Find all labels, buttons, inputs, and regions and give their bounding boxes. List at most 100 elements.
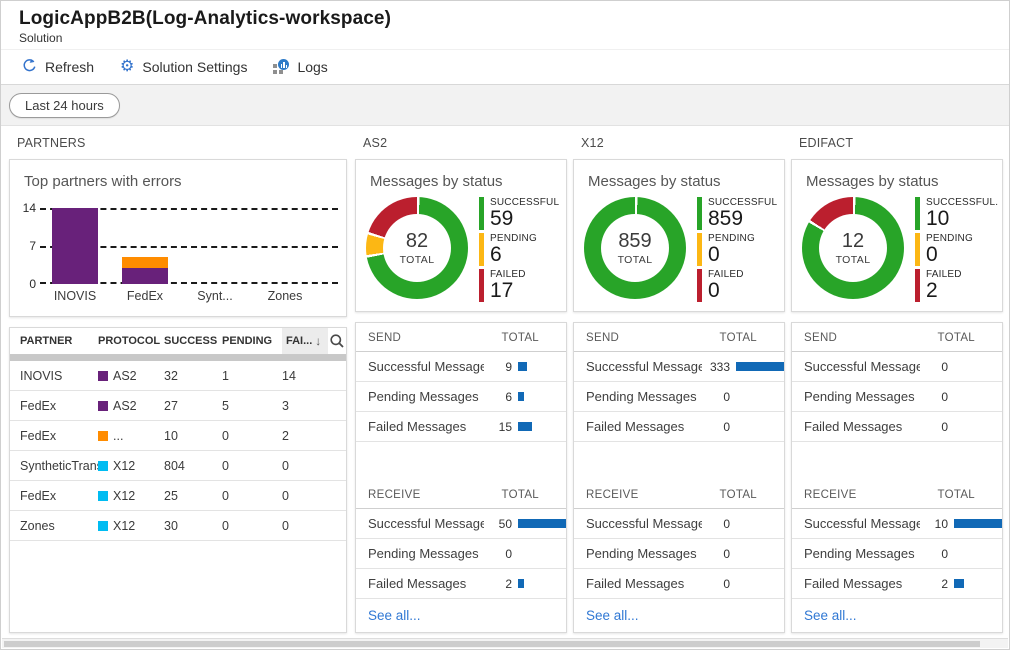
messages-donut-chart[interactable]: 82 TOTAL	[366, 197, 468, 299]
col-header-protocol[interactable]: PROTOCOL	[98, 335, 161, 347]
receive-pending-row[interactable]: Pending Messages 0	[356, 539, 566, 569]
col-header-partner[interactable]: PARTNER	[20, 335, 73, 347]
send-receive-card: SEND TOTAL Successful Messages 333 Pendi…	[573, 322, 785, 633]
donut-total-value: 82	[405, 230, 429, 252]
send-pending-row[interactable]: Pending Messages 0	[574, 382, 784, 412]
total-header-label: TOTAL	[501, 489, 539, 501]
bar-slot-inovis[interactable]	[40, 208, 110, 284]
col-header-fail[interactable]: FAI... ↓	[282, 328, 328, 354]
receive-header-label: RECEIVE	[368, 489, 421, 501]
send-pending-row[interactable]: Pending Messages 0	[792, 382, 1002, 412]
donut-row: 12 TOTAL SUCCESSFUL. 10 PENDING 0	[792, 192, 1002, 303]
receive-successful-row[interactable]: Successful Messages 0	[574, 509, 784, 539]
protocol-label: X12	[113, 488, 136, 503]
row-value: 6	[505, 389, 512, 404]
top-partners-errors-card: Top partners with errors 14 7 0	[9, 159, 347, 317]
partner-table-row[interactable]: SyntheticTrans X12 804 0 0	[10, 451, 346, 481]
partner-table-row[interactable]: FedEx AS2 27 5 3	[10, 391, 346, 421]
time-range-chip[interactable]: Last 24 hours	[9, 92, 120, 118]
legend-value: 59	[490, 207, 514, 230]
messages-by-status-title: Messages by status	[588, 173, 721, 190]
solution-settings-label: Solution Settings	[142, 59, 248, 75]
legend-value: 0	[708, 279, 720, 303]
send-successful-row[interactable]: Successful Messages 0	[792, 352, 1002, 382]
legend-value: 2	[926, 279, 938, 303]
fail-cell: 0	[282, 458, 289, 473]
receive-failed-row[interactable]: Failed Messages 2	[356, 569, 566, 599]
table-search-button[interactable]	[328, 328, 346, 354]
bar-slot-fedex[interactable]	[110, 208, 180, 284]
donut-row: 82 TOTAL SUCCESSFUL 59 PENDING 6	[356, 192, 566, 303]
partner-table-row[interactable]: FedEx ... 10 0 2	[10, 421, 346, 451]
send-receive-card: SEND TOTAL Successful Messages 9 Pending…	[355, 322, 567, 633]
protocol-cell: X12	[98, 459, 164, 473]
page-subtitle: Solution	[19, 31, 63, 45]
see-all-link[interactable]: See all...	[586, 608, 639, 623]
send-pending-row[interactable]: Pending Messages 6	[356, 382, 566, 412]
receive-successful-row[interactable]: Successful Messages 10	[792, 509, 1002, 539]
pending-cell: 0	[222, 428, 229, 443]
protocol-column: X12 Messages by status 859 TOTAL SUCCESS…	[573, 126, 785, 633]
legend-entry-pending: PENDING 6	[479, 233, 560, 267]
x-axis-label: Zones	[267, 289, 303, 303]
legend-entry-pending: PENDING 0	[697, 233, 778, 267]
success-cell: 25	[164, 488, 178, 503]
partner-table-row[interactable]: FedEx X12 25 0 0	[10, 481, 346, 511]
partners-error-bar-chart[interactable]: 14 7 0	[23, 201, 338, 291]
send-table-header: SEND TOTAL	[574, 323, 784, 352]
legend-color-bar	[915, 233, 920, 267]
gridline	[40, 246, 338, 248]
col-header-pending[interactable]: PENDING	[222, 335, 273, 347]
legend-entry-pending: PENDING 0	[915, 233, 996, 267]
refresh-button[interactable]: Refresh	[9, 50, 107, 84]
partners-table-card: PARTNER PROTOCOL SUCCESS PENDING FAI... …	[9, 327, 347, 633]
protocol-column: AS2 Messages by status 82 TOTAL SUCCESSF…	[355, 126, 567, 633]
sort-descending-icon: ↓	[315, 334, 322, 348]
partner-table-row[interactable]: Zones X12 30 0 0	[10, 511, 346, 541]
solution-settings-button[interactable]: ⚙ Solution Settings	[107, 50, 260, 84]
receive-pending-row[interactable]: Pending Messages 0	[574, 539, 784, 569]
logs-button[interactable]: Logs	[260, 50, 340, 84]
legend-label: FAILED	[490, 269, 526, 281]
protocol-color-swatch	[98, 520, 108, 531]
send-failed-row[interactable]: Failed Messages 0	[792, 412, 1002, 442]
legend-entry-successful: SUCCESSFUL. 10	[915, 197, 999, 231]
see-all-link[interactable]: See all...	[804, 608, 857, 623]
legend-label: SUCCESSFUL.	[926, 197, 999, 208]
receive-pending-row[interactable]: Pending Messages 0	[792, 539, 1002, 569]
donut-legend: SUCCESSFUL. 10 PENDING 0 FAILED 2	[915, 197, 999, 303]
row-value: 0	[941, 419, 948, 434]
bar-slot-zones[interactable]	[250, 208, 320, 284]
col-header-success[interactable]: SUCCESS	[164, 335, 218, 347]
legend-label: FAILED	[926, 269, 962, 281]
receive-failed-row[interactable]: Failed Messages 0	[574, 569, 784, 599]
protocol-label: X12	[113, 458, 136, 473]
value-bar	[518, 579, 524, 588]
scrollbar-thumb[interactable]	[4, 641, 980, 647]
see-all-link[interactable]: See all...	[368, 608, 421, 623]
send-failed-row[interactable]: Failed Messages 15	[356, 412, 566, 442]
page-horizontal-scrollbar[interactable]	[2, 638, 1008, 648]
protocol-section-label: EDIFACT	[799, 136, 854, 150]
partners-column: PARTNERS Top partners with errors 14 7 0	[9, 126, 347, 633]
legend-color-bar	[915, 269, 920, 303]
receive-table-header: RECEIVE TOTAL	[792, 480, 1002, 509]
send-successful-row[interactable]: Successful Messages 9	[356, 352, 566, 382]
x-axis-label: INOVIS	[53, 289, 97, 303]
pending-cell: 5	[222, 398, 229, 413]
protocol-cell: X12	[98, 489, 164, 503]
receive-successful-row[interactable]: Successful Messages 50	[356, 509, 566, 539]
fail-cell: 2	[282, 428, 289, 443]
refresh-label: Refresh	[45, 59, 95, 75]
x-axis-label: FedEx	[126, 289, 164, 303]
bar-slot-synt[interactable]	[180, 208, 250, 284]
protocol-label: AS2	[113, 368, 137, 383]
partner-table-row[interactable]: INOVIS AS2 32 1 14	[10, 361, 346, 391]
table-horizontal-scrollbar[interactable]	[10, 355, 346, 361]
messages-donut-chart[interactable]: 12 TOTAL	[802, 197, 904, 299]
receive-failed-row[interactable]: Failed Messages 2	[792, 569, 1002, 599]
messages-donut-chart[interactable]: 859 TOTAL	[584, 197, 686, 299]
send-failed-row[interactable]: Failed Messages 0	[574, 412, 784, 442]
send-successful-row[interactable]: Successful Messages 333	[574, 352, 784, 382]
legend-label: FAILED	[708, 269, 744, 281]
